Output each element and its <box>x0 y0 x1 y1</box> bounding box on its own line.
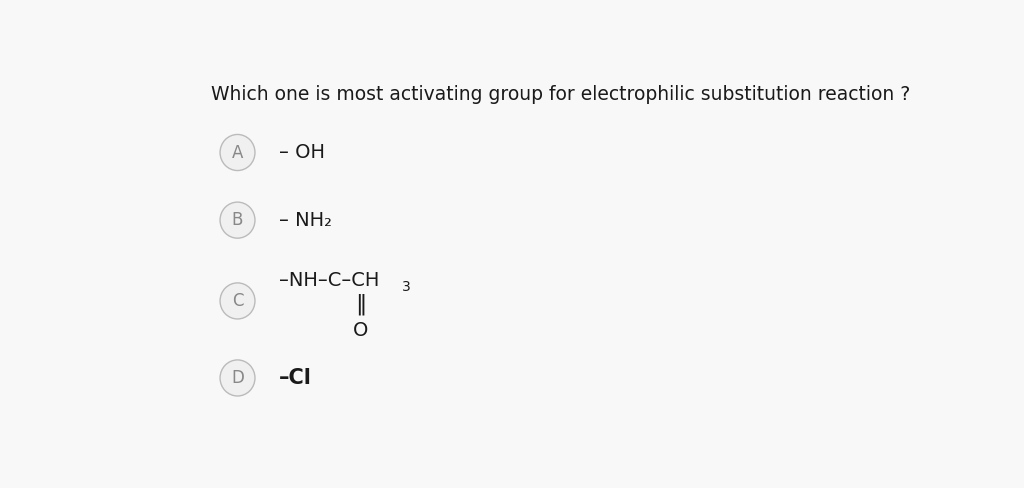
Ellipse shape <box>220 360 255 396</box>
Ellipse shape <box>220 135 255 170</box>
Text: 3: 3 <box>401 280 411 294</box>
Text: –NH–C–CH: –NH–C–CH <box>279 271 379 290</box>
Text: Which one is most activating group for electrophilic substitution reaction ?: Which one is most activating group for e… <box>211 85 910 104</box>
Text: D: D <box>231 369 244 387</box>
Text: –Cl: –Cl <box>279 368 311 388</box>
Text: A: A <box>231 143 244 162</box>
Ellipse shape <box>220 202 255 238</box>
Text: C: C <box>231 292 244 310</box>
Ellipse shape <box>220 283 255 319</box>
Text: ‖: ‖ <box>355 294 367 315</box>
Text: – OH: – OH <box>279 143 325 162</box>
Text: – NH₂: – NH₂ <box>279 211 332 230</box>
Text: B: B <box>231 211 244 229</box>
Text: O: O <box>353 322 369 341</box>
